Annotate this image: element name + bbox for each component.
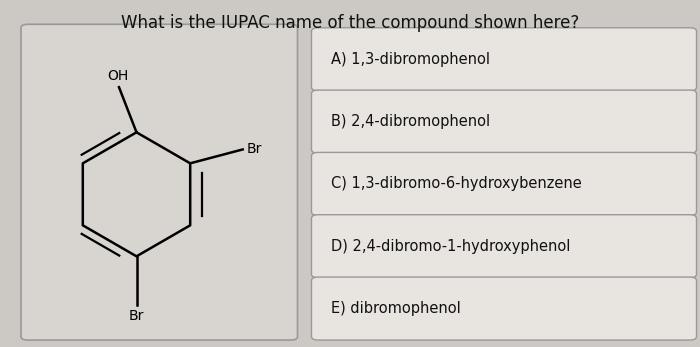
- Text: E) dibromophenol: E) dibromophenol: [331, 301, 461, 316]
- FancyBboxPatch shape: [312, 152, 696, 215]
- Text: What is the IUPAC name of the compound shown here?: What is the IUPAC name of the compound s…: [121, 14, 579, 32]
- Text: Br: Br: [129, 309, 144, 323]
- Text: B) 2,4-dibromophenol: B) 2,4-dibromophenol: [331, 114, 490, 129]
- Text: Br: Br: [246, 142, 262, 156]
- FancyBboxPatch shape: [312, 215, 696, 278]
- FancyBboxPatch shape: [21, 24, 298, 340]
- Text: C) 1,3-dibromo-6-hydroxybenzene: C) 1,3-dibromo-6-hydroxybenzene: [331, 176, 582, 192]
- FancyBboxPatch shape: [312, 277, 696, 340]
- Text: D) 2,4-dibromo-1-hydroxyphenol: D) 2,4-dibromo-1-hydroxyphenol: [331, 239, 570, 254]
- FancyBboxPatch shape: [312, 90, 696, 153]
- FancyBboxPatch shape: [312, 28, 696, 91]
- Text: OH: OH: [107, 69, 128, 83]
- Text: A) 1,3-dibromophenol: A) 1,3-dibromophenol: [331, 52, 490, 67]
